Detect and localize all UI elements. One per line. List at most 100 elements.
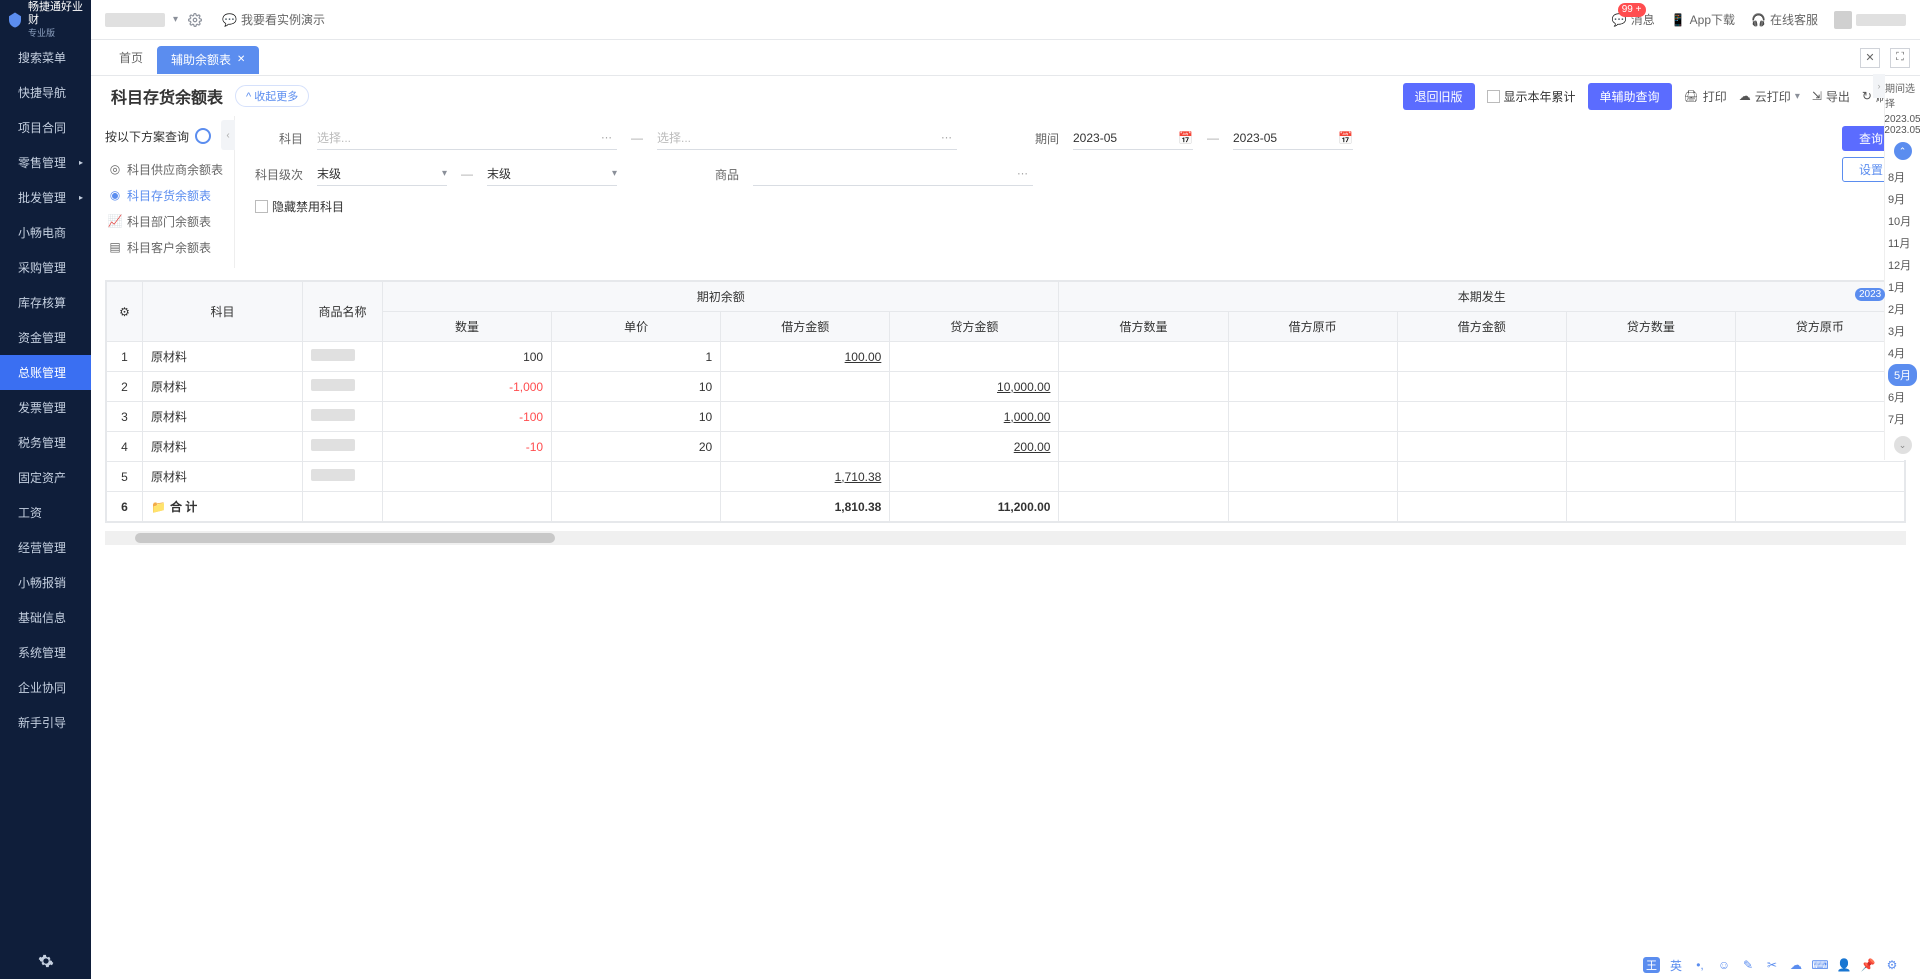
period-month[interactable]: 3月 <box>1888 320 1917 342</box>
sidebar-item[interactable]: 工资 <box>0 495 91 530</box>
table-row[interactable]: 1原材料1001100.00 <box>107 342 1905 372</box>
tab-close-all-button[interactable]: ✕ <box>1860 48 1880 68</box>
hide-disabled-checkbox[interactable]: 隐藏禁用科目 <box>255 198 1822 215</box>
target-icon[interactable] <box>195 128 211 144</box>
scrollbar-thumb[interactable] <box>135 533 555 543</box>
ime-pin-icon[interactable]: 📌 <box>1860 957 1876 973</box>
app-download-button[interactable]: 📱 App下载 <box>1671 11 1735 28</box>
period-month[interactable]: 8月 <box>1888 166 1917 188</box>
sidebar-item[interactable]: 批发管理▸ <box>0 180 91 215</box>
ime-emoji-icon[interactable]: ☺ <box>1716 957 1732 973</box>
period-month[interactable]: 9月 <box>1888 188 1917 210</box>
period-month[interactable]: 7月 <box>1888 408 1917 430</box>
sidebar-item[interactable]: 库存核算 <box>0 285 91 320</box>
sidebar-item[interactable]: 小畅报销 <box>0 565 91 600</box>
collapse-more-button[interactable]: ^ 收起更多 <box>235 85 309 107</box>
bullet-icon: ◎ <box>109 163 121 175</box>
table-row[interactable]: 2原材料-1,0001010,000.00 <box>107 372 1905 402</box>
sidebar-item[interactable]: 系统管理 <box>0 635 91 670</box>
scroll-down-button[interactable]: ⌄ <box>1894 436 1912 454</box>
subject-from-input[interactable]: 选择...⋯ <box>317 126 617 150</box>
subject-to-input[interactable]: 选择...⋯ <box>657 126 957 150</box>
period-month[interactable]: 5月 <box>1888 364 1917 386</box>
product-placeholder <box>311 469 355 481</box>
tab-fullscreen-button[interactable]: ⛶ <box>1890 48 1910 68</box>
sidebar-item[interactable]: 基础信息 <box>0 600 91 635</box>
date-to-input[interactable]: 2023-05📅 <box>1233 126 1353 150</box>
period-month[interactable]: 4月 <box>1888 342 1917 364</box>
more-icon: ⋯ <box>941 131 953 144</box>
scheme-item[interactable]: 📈科目部门余额表 <box>105 208 234 234</box>
message-badge: 99 + <box>1618 3 1646 17</box>
period-month[interactable]: 10月 <box>1888 210 1917 232</box>
sidebar-item[interactable]: 税务管理 <box>0 425 91 460</box>
demo-label: 我要看实例演示 <box>241 11 325 28</box>
online-service-button[interactable]: 🎧 在线客服 <box>1751 11 1818 28</box>
sidebar-item[interactable]: 零售管理▸ <box>0 145 91 180</box>
table-row[interactable]: 5原材料1,710.38 <box>107 462 1905 492</box>
table-row[interactable]: 3原材料-100101,000.00 <box>107 402 1905 432</box>
messages-button[interactable]: 💬 99 + 消息 <box>1612 11 1655 28</box>
sidebar-item[interactable]: 资金管理 <box>0 320 91 355</box>
checkbox-icon <box>1487 90 1500 103</box>
tab-active[interactable]: 辅助余额表 ✕ <box>157 46 259 74</box>
show-year-checkbox[interactable]: 显示本年累计 <box>1487 88 1576 105</box>
close-icon[interactable]: ✕ <box>237 54 245 65</box>
panel-collapse-button[interactable]: › <box>1873 74 1885 98</box>
sidebar-item[interactable]: 企业协同 <box>0 670 91 705</box>
level-to-select[interactable]: 末级▾ <box>487 162 617 186</box>
old-version-button[interactable]: 退回旧版 <box>1403 83 1475 110</box>
date-from-input[interactable]: 2023-05📅 <box>1073 126 1193 150</box>
table-row[interactable]: 4原材料-1020200.00 <box>107 432 1905 462</box>
demo-link[interactable]: 💬 我要看实例演示 <box>222 11 325 28</box>
speech-icon: 💬 <box>222 13 237 27</box>
product-input[interactable]: ⋯ <box>753 162 1033 186</box>
ime-punct-icon[interactable]: •, <box>1692 957 1708 973</box>
print-icon: 🖨 <box>1684 89 1699 103</box>
tab-home[interactable]: 首页 <box>105 40 157 76</box>
collapse-scheme-button[interactable]: ‹ <box>221 120 235 150</box>
period-month[interactable]: 6月 <box>1888 386 1917 408</box>
horizontal-scrollbar[interactable] <box>105 531 1906 545</box>
scroll-up-button[interactable]: ⌃ <box>1894 142 1912 160</box>
sidebar-item[interactable]: 经营管理 <box>0 530 91 565</box>
user-menu[interactable] <box>1834 11 1906 29</box>
export-button[interactable]: ⇲导出 <box>1812 88 1850 105</box>
period-month[interactable]: 2月 <box>1888 298 1917 320</box>
filter-area: 按以下方案查询 ‹ ◎科目供应商余额表◉科目存货余额表📈科目部门余额表▤科目客户… <box>91 116 1920 268</box>
level-from-select[interactable]: 末级▾ <box>317 162 447 186</box>
scheme-item[interactable]: ◉科目存货余额表 <box>105 182 234 208</box>
ime-toolbar: 王 英 •, ☺ ✎ ✂ ☁ ⌨ 👤 📌 ⚙ <box>1643 957 1900 973</box>
ime-user-icon[interactable]: 👤 <box>1836 957 1852 973</box>
org-selector[interactable]: ▾ <box>105 13 178 27</box>
ime-edit-icon[interactable]: ✎ <box>1740 957 1756 973</box>
sidebar-item[interactable]: 项目合同 <box>0 110 91 145</box>
single-aux-button[interactable]: 单辅助查询 <box>1588 83 1672 110</box>
sidebar-item[interactable]: 搜索菜单 <box>0 40 91 75</box>
cloud-print-button[interactable]: ☁云打印▾ <box>1739 88 1800 105</box>
period-to: 2023.05 <box>1884 125 1920 136</box>
sidebar-item[interactable]: 总账管理 <box>0 355 91 390</box>
sidebar-item[interactable]: 发票管理 <box>0 390 91 425</box>
sidebar-item[interactable]: 小畅电商 <box>0 215 91 250</box>
sidebar-item[interactable]: 快捷导航 <box>0 75 91 110</box>
period-month[interactable]: 11月 <box>1888 232 1917 254</box>
sidebar-item[interactable]: 采购管理 <box>0 250 91 285</box>
sidebar-item[interactable]: 新手引导 <box>0 705 91 740</box>
ime-keyboard-icon[interactable]: ⌨ <box>1812 957 1828 973</box>
ime-lang-icon[interactable]: 英 <box>1668 957 1684 973</box>
period-month[interactable]: 12月 <box>1888 254 1917 276</box>
period-month[interactable]: 1月 <box>1888 276 1917 298</box>
sidebar-item[interactable]: 固定资产 <box>0 460 91 495</box>
scheme-item[interactable]: ▤科目客户余额表 <box>105 234 234 260</box>
ime-app-icon[interactable]: 王 <box>1643 957 1660 973</box>
table-settings-header[interactable]: ⚙ <box>107 282 143 342</box>
org-settings-icon[interactable] <box>188 13 202 27</box>
ime-scissors-icon[interactable]: ✂ <box>1764 957 1780 973</box>
ime-gear-icon[interactable]: ⚙ <box>1884 957 1900 973</box>
print-button[interactable]: 🖨打印 <box>1684 88 1727 105</box>
ime-cloud-icon[interactable]: ☁ <box>1788 957 1804 973</box>
topbar: ▾ 💬 我要看实例演示 💬 99 + 消息 📱 App下载 🎧 <box>91 0 1920 40</box>
scheme-item[interactable]: ◎科目供应商余额表 <box>105 156 234 182</box>
sidebar-settings[interactable] <box>0 943 91 979</box>
